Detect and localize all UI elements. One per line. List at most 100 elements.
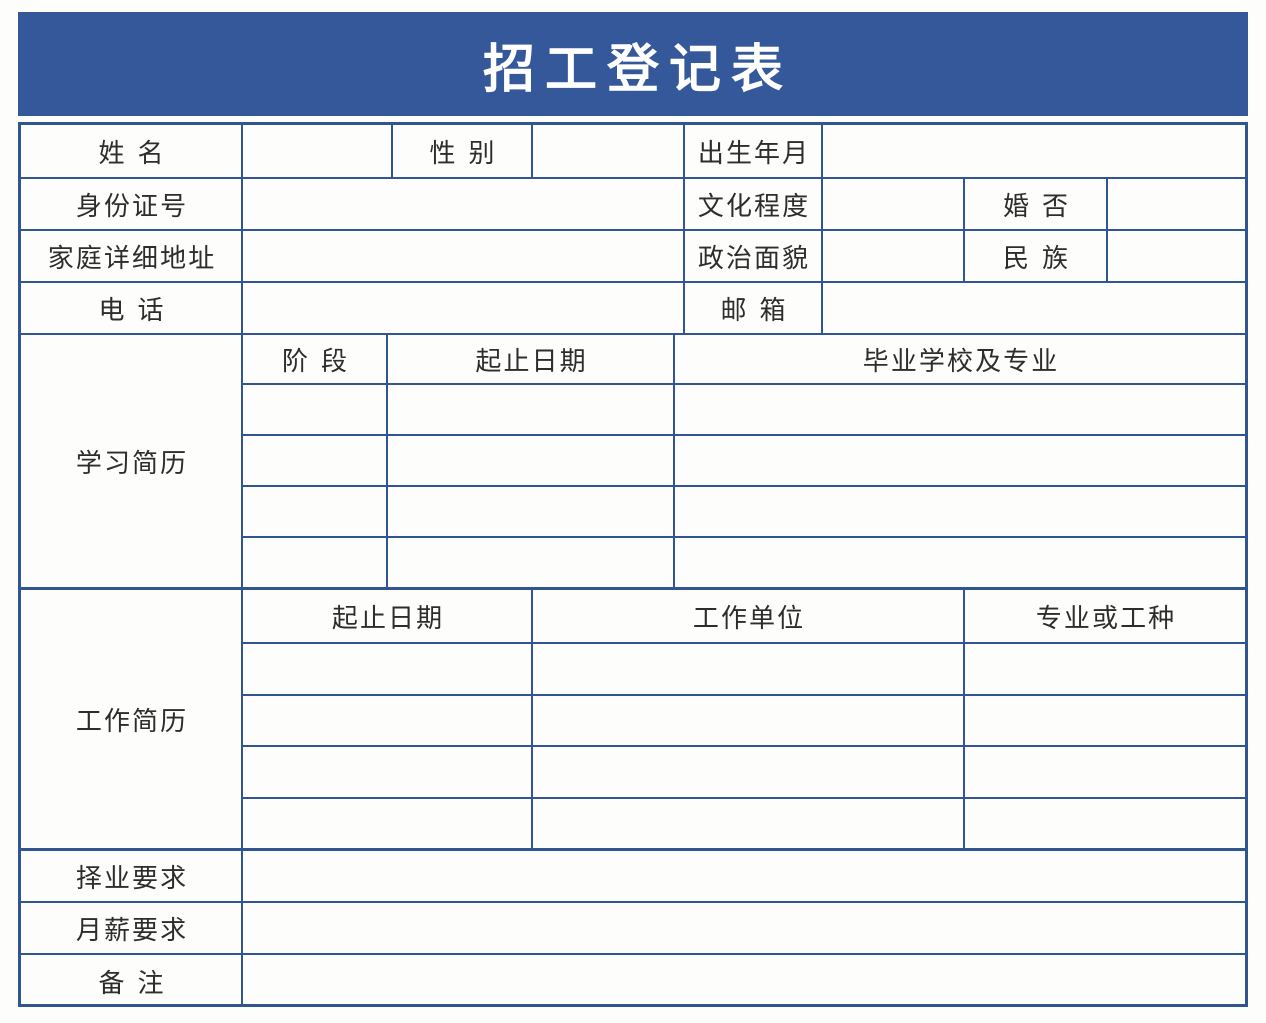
study-stage-header: 阶段 bbox=[281, 345, 360, 376]
study-history-section-label: 学习简历 bbox=[75, 447, 189, 478]
name-label: 姓名 bbox=[98, 137, 177, 168]
name-value-cell[interactable] bbox=[243, 125, 393, 177]
work-history-row-3 bbox=[243, 747, 1245, 799]
study-history-header-row: 阶段 起止日期 毕业学校及专业 bbox=[243, 335, 1245, 385]
career-requirement-row: 择业要求 bbox=[21, 851, 1245, 903]
birth-date-label-cell: 出生年月 bbox=[685, 125, 823, 177]
study-school-input-cell[interactable] bbox=[675, 538, 1245, 587]
study-period-input-cell[interactable] bbox=[388, 436, 675, 485]
work-period-input-cell[interactable] bbox=[243, 798, 533, 848]
work-period-input-cell[interactable] bbox=[243, 695, 533, 745]
ethnicity-label: 民族 bbox=[1002, 242, 1081, 273]
study-history-row-1 bbox=[243, 385, 1245, 436]
work-history-header-row: 起止日期 工作单位 专业或工种 bbox=[243, 590, 1245, 644]
gender-label: 性别 bbox=[429, 137, 508, 168]
study-stage-input-cell[interactable] bbox=[243, 385, 388, 434]
education-label-cell: 文化程度 bbox=[685, 179, 823, 229]
salary-requirement-label: 月薪要求 bbox=[75, 914, 189, 945]
career-requirement-label: 择业要求 bbox=[75, 862, 189, 893]
study-stage-input-cell[interactable] bbox=[243, 538, 388, 587]
study-period-input-cell[interactable] bbox=[388, 487, 675, 536]
salary-requirement-value-cell[interactable] bbox=[243, 903, 1245, 953]
work-employer-header: 工作单位 bbox=[692, 602, 806, 633]
career-requirement-label-cell: 择业要求 bbox=[21, 851, 243, 901]
work-employer-input-cell[interactable] bbox=[533, 747, 965, 797]
political-status-label-cell: 政治面貌 bbox=[685, 231, 823, 281]
id-number-value-cell[interactable] bbox=[243, 179, 685, 229]
phone-value-cell[interactable] bbox=[243, 283, 685, 333]
gender-label-cell: 性别 bbox=[393, 125, 533, 177]
work-trade-input-cell[interactable] bbox=[965, 696, 1245, 746]
study-period-input-cell[interactable] bbox=[388, 538, 675, 587]
form-table: 姓名 性别 出生年月 身份证号 文化程度 婚否 bbox=[18, 122, 1248, 1007]
birth-date-label: 出生年月 bbox=[697, 137, 811, 168]
ethnicity-label-cell: 民族 bbox=[965, 231, 1108, 281]
political-status-label: 政治面貌 bbox=[697, 242, 811, 273]
work-history-row-1 bbox=[243, 644, 1245, 696]
education-label: 文化程度 bbox=[697, 190, 811, 221]
work-history-table: 起止日期 工作单位 专业或工种 bbox=[243, 590, 1245, 848]
work-period-header-cell: 起止日期 bbox=[243, 590, 533, 642]
career-requirement-value-cell[interactable] bbox=[243, 851, 1245, 901]
work-employer-input-cell[interactable] bbox=[533, 695, 965, 745]
work-employer-input-cell[interactable] bbox=[533, 644, 965, 694]
basic-info-row-1: 姓名 性别 出生年月 bbox=[21, 125, 1245, 179]
form-title: 招工登记表 bbox=[482, 40, 793, 99]
marital-status-label: 婚否 bbox=[1002, 190, 1081, 221]
study-history-section: 学习简历 阶段 起止日期 毕业学校及专业 bbox=[21, 335, 1245, 590]
study-stage-input-cell[interactable] bbox=[243, 436, 388, 485]
form-title-bar: 招工登记表 bbox=[18, 12, 1248, 116]
study-school-header-cell: 毕业学校及专业 bbox=[675, 335, 1245, 383]
study-school-input-cell[interactable] bbox=[675, 385, 1245, 434]
study-period-input-cell[interactable] bbox=[388, 385, 675, 434]
basic-info-row-2: 身份证号 文化程度 婚否 bbox=[21, 179, 1245, 231]
study-school-input-cell[interactable] bbox=[675, 487, 1245, 536]
work-trade-input-cell[interactable] bbox=[965, 644, 1245, 694]
study-stage-input-cell[interactable] bbox=[243, 487, 388, 536]
work-history-section: 工作简历 起止日期 工作单位 专业或工种 bbox=[21, 590, 1245, 851]
email-label-cell: 邮箱 bbox=[685, 283, 823, 333]
study-school-header: 毕业学校及专业 bbox=[862, 345, 1060, 376]
phone-label-cell: 电话 bbox=[21, 283, 243, 333]
email-value-cell[interactable] bbox=[823, 283, 1245, 333]
home-address-label: 家庭详细地址 bbox=[47, 242, 217, 273]
phone-label: 电话 bbox=[98, 294, 177, 325]
study-history-section-label-cell: 学习简历 bbox=[21, 335, 243, 587]
gender-value-cell[interactable] bbox=[533, 125, 685, 177]
study-stage-header-cell: 阶段 bbox=[243, 335, 388, 383]
work-trade-input-cell[interactable] bbox=[965, 747, 1245, 797]
work-period-input-cell[interactable] bbox=[243, 747, 533, 797]
email-label: 邮箱 bbox=[720, 294, 799, 325]
remarks-value-cell[interactable] bbox=[243, 955, 1245, 1007]
work-history-row-2 bbox=[243, 695, 1245, 747]
ethnicity-value-cell[interactable] bbox=[1108, 231, 1245, 281]
education-value-cell[interactable] bbox=[823, 179, 965, 229]
study-history-row-4 bbox=[243, 538, 1245, 587]
political-status-value-cell[interactable] bbox=[823, 231, 965, 281]
salary-requirement-row: 月薪要求 bbox=[21, 903, 1245, 955]
salary-requirement-label-cell: 月薪要求 bbox=[21, 903, 243, 953]
birth-date-value-cell[interactable] bbox=[823, 125, 1245, 177]
study-history-table: 阶段 起止日期 毕业学校及专业 bbox=[243, 335, 1245, 587]
work-history-section-label: 工作简历 bbox=[75, 705, 189, 736]
home-address-value-cell[interactable] bbox=[243, 231, 685, 281]
work-trade-header-cell: 专业或工种 bbox=[965, 590, 1245, 642]
study-history-row-2 bbox=[243, 436, 1245, 487]
study-school-input-cell[interactable] bbox=[675, 436, 1245, 485]
work-trade-input-cell[interactable] bbox=[965, 799, 1245, 849]
work-history-row-4 bbox=[243, 798, 1245, 849]
marital-status-label-cell: 婚否 bbox=[965, 179, 1108, 229]
study-period-header-cell: 起止日期 bbox=[388, 335, 675, 383]
basic-info-row-4: 电话 邮箱 bbox=[21, 283, 1245, 335]
remarks-row: 备注 bbox=[21, 955, 1245, 1007]
work-period-input-cell[interactable] bbox=[243, 644, 533, 694]
name-label-cell: 姓名 bbox=[21, 125, 243, 177]
work-employer-header-cell: 工作单位 bbox=[533, 590, 965, 642]
remarks-label-cell: 备注 bbox=[21, 955, 243, 1007]
marital-status-value-cell[interactable] bbox=[1108, 179, 1245, 229]
work-history-section-label-cell: 工作简历 bbox=[21, 590, 243, 848]
work-employer-input-cell[interactable] bbox=[533, 798, 965, 848]
basic-info-row-3: 家庭详细地址 政治面貌 民族 bbox=[21, 231, 1245, 283]
study-period-header: 起止日期 bbox=[475, 345, 588, 376]
